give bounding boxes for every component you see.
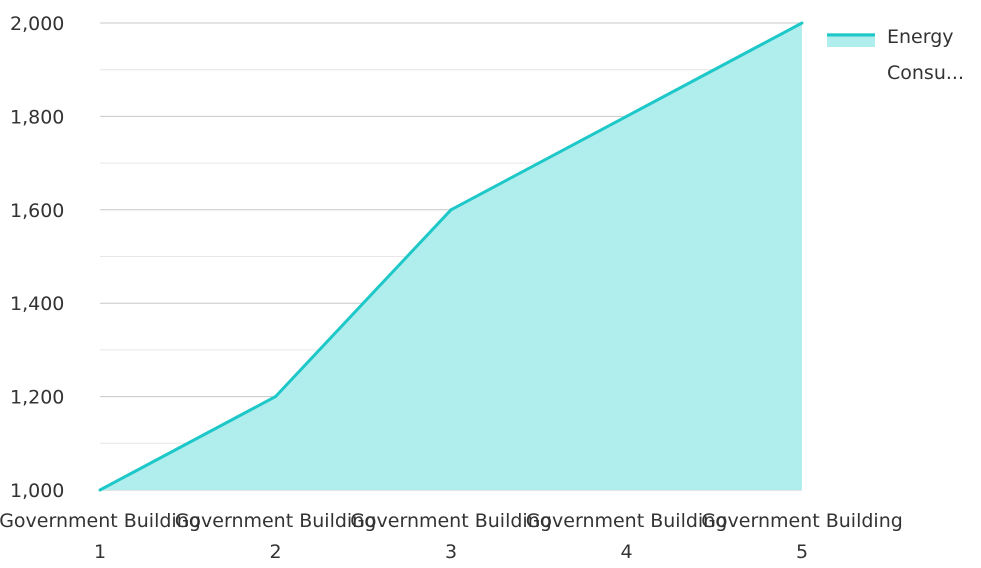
y-tick-label: 1,800 bbox=[10, 106, 64, 128]
data-point[interactable] bbox=[274, 395, 277, 399]
y-tick-label: 2,000 bbox=[10, 13, 64, 35]
data-point[interactable] bbox=[449, 208, 453, 212]
y-tick-label: 1,600 bbox=[10, 200, 64, 222]
legend[interactable]: Energy Consu... bbox=[827, 26, 964, 84]
y-tick-label: 1,400 bbox=[10, 293, 64, 315]
x-tick-label: Government Building 5 bbox=[701, 510, 903, 563]
data-point[interactable] bbox=[800, 21, 804, 25]
data-point[interactable] bbox=[98, 488, 102, 492]
x-tick-label: Government Building 2 bbox=[175, 510, 377, 563]
series-area-fill bbox=[100, 23, 802, 490]
legend-label: Energy Consu... bbox=[887, 26, 964, 84]
y-axis: 1,000 1,200 1,400 1,600 1,800 2,000 bbox=[10, 13, 64, 502]
series-area-layer bbox=[98, 21, 804, 492]
y-tick-label: 1,000 bbox=[10, 480, 64, 502]
x-tick-label: Government Building 3 bbox=[350, 510, 552, 563]
x-tick-label: Government Building 4 bbox=[526, 510, 728, 563]
x-tick-label: Government Building 1 bbox=[0, 510, 201, 563]
y-tick-label: 1,200 bbox=[10, 387, 64, 409]
data-point[interactable] bbox=[625, 114, 628, 118]
